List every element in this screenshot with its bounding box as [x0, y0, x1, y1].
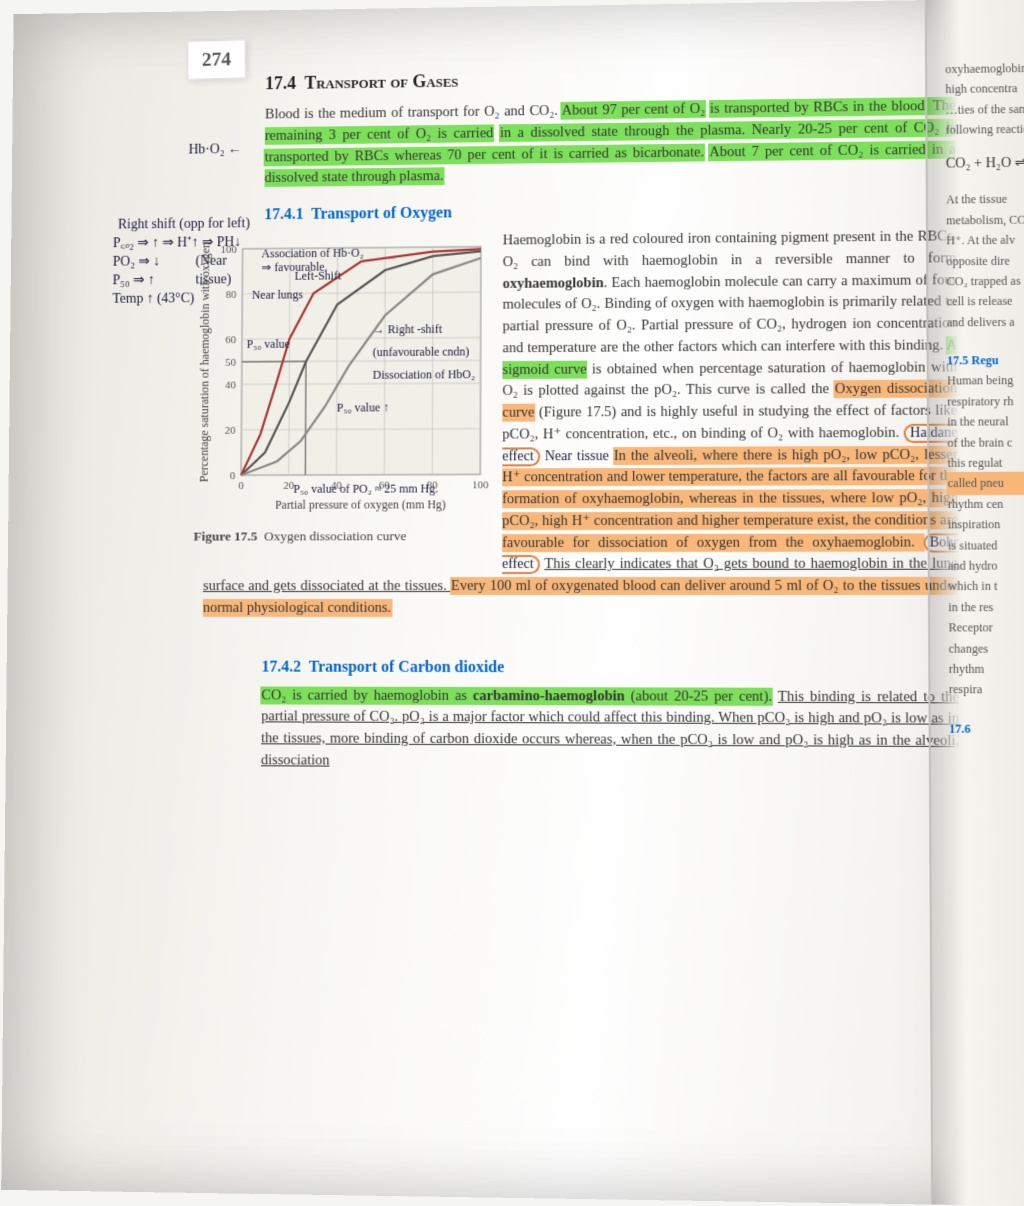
- rp-l4: following reactio: [946, 119, 1024, 140]
- page-number: 274: [187, 39, 246, 80]
- rp-l6: metabolism, CO₂ d: [946, 209, 1024, 230]
- oxy-bold: oxyhaemoglobin: [503, 275, 604, 292]
- rp-l11: and delivers a: [947, 311, 1024, 332]
- svg-text:(unfavourable cndn): (unfavourable cndn): [373, 345, 470, 360]
- co2-c: (about 20-25 per cent).: [625, 688, 772, 705]
- intro-2a: is transported by RBCs in the blood.: [710, 98, 929, 117]
- figure-17-5: 02040608010002040506080100Partial pressu…: [193, 235, 490, 556]
- rp-l3: …ties of the sam: [945, 99, 1024, 120]
- section-num: 17.4: [265, 73, 296, 93]
- textbook-page: 274 Hb·O₂ ← Right shift (opp for left) P…: [1, 0, 1024, 1206]
- svg-text:P₅₀ value ↑: P₅₀ value ↑: [337, 400, 389, 414]
- rp-l17: called pneu: [948, 473, 1024, 494]
- sub2-title: Transport of Carbon dioxide: [309, 658, 505, 675]
- figure-caption: Figure 17.5 Oxygen dissociation curve: [193, 526, 490, 547]
- rp-l23: in the res: [948, 597, 1024, 618]
- rp-s175: 17.5 Regu: [947, 350, 1024, 371]
- co2-paragraph: CO₂ is carried by haemoglobin as carbami…: [261, 685, 960, 775]
- oxy-p1a: Haemoglobin is a red coloured iron conta…: [503, 228, 957, 270]
- rp-l27: respira: [949, 679, 1024, 700]
- section-title-text: Transport of Gases: [304, 71, 458, 93]
- rp-l5: At the tissue: [946, 189, 1024, 210]
- intro-4: transported by RBCs whereas 70 per cent …: [265, 144, 704, 165]
- svg-text:60: 60: [225, 334, 236, 346]
- rp-l12: Human being: [947, 370, 1024, 391]
- svg-text:100: 100: [472, 479, 489, 491]
- svg-text:0: 0: [238, 480, 244, 492]
- rp-l8: opposite dire: [946, 250, 1024, 271]
- intro-paragraph: Blood is the medium of transport for O₂ …: [265, 96, 957, 190]
- rp-l15: of the brain c: [947, 432, 1024, 453]
- rp-l26: rhythm: [949, 659, 1024, 680]
- co2-b: carbamino-haemoglobin: [473, 687, 625, 703]
- rp-l24: Receptor: [948, 617, 1024, 638]
- rp-176: 17.6: [949, 718, 1024, 739]
- sub2-num: 17.4.2: [262, 658, 302, 675]
- hw-near-tissue-r: Near tissue: [545, 449, 609, 464]
- fig-caption-num: Figure 17.5: [194, 528, 258, 543]
- co2-a: CO₂ is carried by haemoglobin as: [261, 687, 473, 704]
- rp-l10: cell is release: [947, 291, 1024, 312]
- rp-l2: high concentra: [945, 78, 1024, 99]
- rp-l9: CO₂ trapped as: [946, 271, 1024, 292]
- rp-l19: inspiration: [948, 514, 1024, 535]
- odc-chart: 02040608010002040506080100Partial pressu…: [194, 235, 491, 513]
- svg-text:Association of Hb·O₂: Association of Hb·O₂: [261, 246, 363, 261]
- hw-hb-o2: Hb·O₂ ←: [189, 139, 242, 160]
- rp-l7: H⁺. At the alv: [946, 230, 1024, 251]
- svg-text:→ Right -shift: → Right -shift: [373, 322, 443, 336]
- rp-l22: which in t: [948, 576, 1024, 597]
- intro-1a: Blood is the medium of transport for O₂ …: [265, 103, 562, 122]
- svg-text:80: 80: [226, 289, 237, 301]
- rp-l16: this regulat: [948, 453, 1024, 474]
- sub1-num: 17.4.1: [264, 206, 303, 223]
- sub2-heading: 17.4.2 Transport of Carbon dioxide: [261, 655, 959, 680]
- rp-eq: CO₂ + H₂O ⇌: [946, 151, 1024, 176]
- rp-l14: in the neural: [947, 411, 1024, 432]
- svg-text:0: 0: [230, 470, 236, 482]
- svg-text:Dissociation of HbO₂: Dissociation of HbO₂: [373, 368, 475, 383]
- rp-l25: changes: [949, 638, 1024, 659]
- svg-text:P₅₀ value: P₅₀ value: [247, 337, 290, 351]
- svg-text:Left-Shift: Left-Shift: [295, 269, 342, 283]
- rp-l18: rhythm cen: [948, 494, 1024, 515]
- svg-text:20: 20: [225, 425, 236, 437]
- svg-text:Percentage saturation of haemo: Percentage saturation of haemoglobin wit…: [197, 242, 213, 482]
- svg-text:Partial pressure of oxygen (mm: Partial pressure of oxygen (mm Hg): [275, 497, 446, 511]
- svg-text:40: 40: [225, 379, 236, 391]
- facing-page-sliver: oxyhaemoglobin high concentra …ties of t…: [925, 0, 1024, 1206]
- fig-caption-text: Oxygen dissociation curve: [264, 528, 406, 543]
- svg-text:100: 100: [221, 244, 238, 256]
- intro-1b: About 97 per cent of O₂: [562, 101, 705, 119]
- rp-l20: is situated: [948, 535, 1024, 556]
- rp-l13: respiratory rh: [947, 391, 1024, 412]
- section-heading: 17.4 Transport of Gases: [265, 61, 955, 97]
- rp-l21: and hydro: [948, 556, 1024, 577]
- svg-text:50: 50: [225, 357, 236, 369]
- rp-l1: oxyhaemoglobin: [945, 58, 1024, 79]
- oxy-p1e: (Figure 17.5) and is highly useful in st…: [502, 403, 957, 443]
- sub1-title: Transport of Oxygen: [311, 205, 452, 223]
- hw-temp: Temp ↑ (43°C): [112, 288, 194, 309]
- svg-text:Near lungs: Near lungs: [252, 287, 304, 301]
- intro-3: in a dissolved state through the plasma.…: [500, 119, 956, 140]
- svg-text:P₅₀ value of PO₂ ≈ 25 mm Hg.: P₅₀ value of PO₂ ≈ 25 mm Hg.: [293, 481, 438, 495]
- sub1-heading: 17.4.1 Transport of Oxygen: [264, 196, 956, 227]
